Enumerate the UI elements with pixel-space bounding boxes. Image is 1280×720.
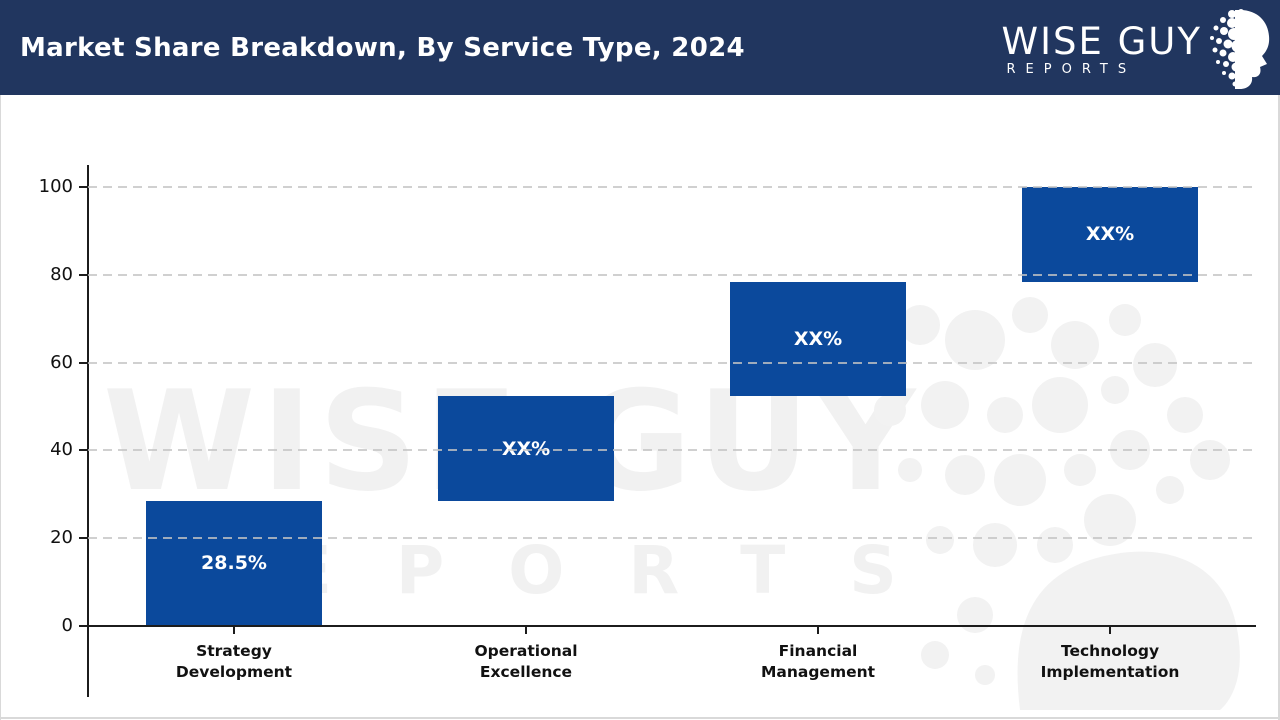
- gridline: [88, 273, 1256, 276]
- header-bar: Market Share Breakdown, By Service Type,…: [0, 0, 1280, 95]
- right-border: [1278, 95, 1280, 720]
- brand-logo: WISE GUY REPORTS: [1002, 6, 1274, 92]
- bar-segment: XX%: [1022, 187, 1198, 282]
- y-tick-label: 20: [50, 527, 73, 549]
- bar-value-label: XX%: [1085, 223, 1135, 246]
- left-border: [0, 95, 1, 720]
- brand-name: WISE GUY: [1001, 19, 1202, 63]
- y-tick-mark: [79, 273, 87, 276]
- x-category-label: Operational Excellence: [474, 642, 578, 681]
- bar-segment: XX%: [730, 281, 906, 397]
- x-tick-mark: [817, 627, 819, 634]
- bar-segment: 28.5%: [146, 500, 322, 626]
- x-tick-mark: [233, 627, 235, 634]
- y-tick-label: 40: [50, 439, 73, 461]
- y-tick-mark: [79, 186, 87, 188]
- bar-value-label: XX%: [793, 328, 843, 351]
- x-tick-mark: [1109, 627, 1111, 634]
- y-tick-label: 100: [38, 176, 73, 197]
- y-axis-line: [87, 165, 89, 697]
- x-category-label: Financial Management: [760, 642, 876, 681]
- y-tick-label: 60: [50, 351, 73, 373]
- y-tick-mark: [79, 537, 87, 540]
- y-tick-label: 0: [61, 615, 73, 636]
- chart-area: WISE GUY REPORTS: [0, 95, 1280, 718]
- bar-segment: XX%: [438, 396, 614, 501]
- x-category-label: Technology Implementation: [1040, 642, 1180, 681]
- brand-subname: REPORTS: [1006, 61, 1137, 77]
- bar-value-label: 28.5%: [201, 552, 267, 575]
- y-tick-label: 80: [50, 263, 73, 285]
- gridline: [88, 361, 1256, 364]
- wiseguy-head-icon: [1210, 9, 1270, 89]
- y-tick-mark: [79, 625, 87, 627]
- x-tick-mark: [525, 627, 527, 634]
- gridline: [88, 186, 1256, 188]
- bar-value-label: XX%: [502, 438, 550, 460]
- page-title: Market Share Breakdown, By Service Type,…: [20, 32, 745, 63]
- bottom-border: [0, 717, 1280, 719]
- gridline: [88, 537, 1256, 540]
- x-axis-line: [87, 625, 1256, 627]
- y-tick-mark: [79, 361, 87, 364]
- x-category-label: Strategy Development: [175, 642, 293, 681]
- brand-wordmark: WISE GUY REPORTS: [1001, 19, 1202, 77]
- watermark-head-icon: [839, 297, 1240, 710]
- y-tick-mark: [79, 449, 87, 452]
- gridline: [88, 449, 1256, 452]
